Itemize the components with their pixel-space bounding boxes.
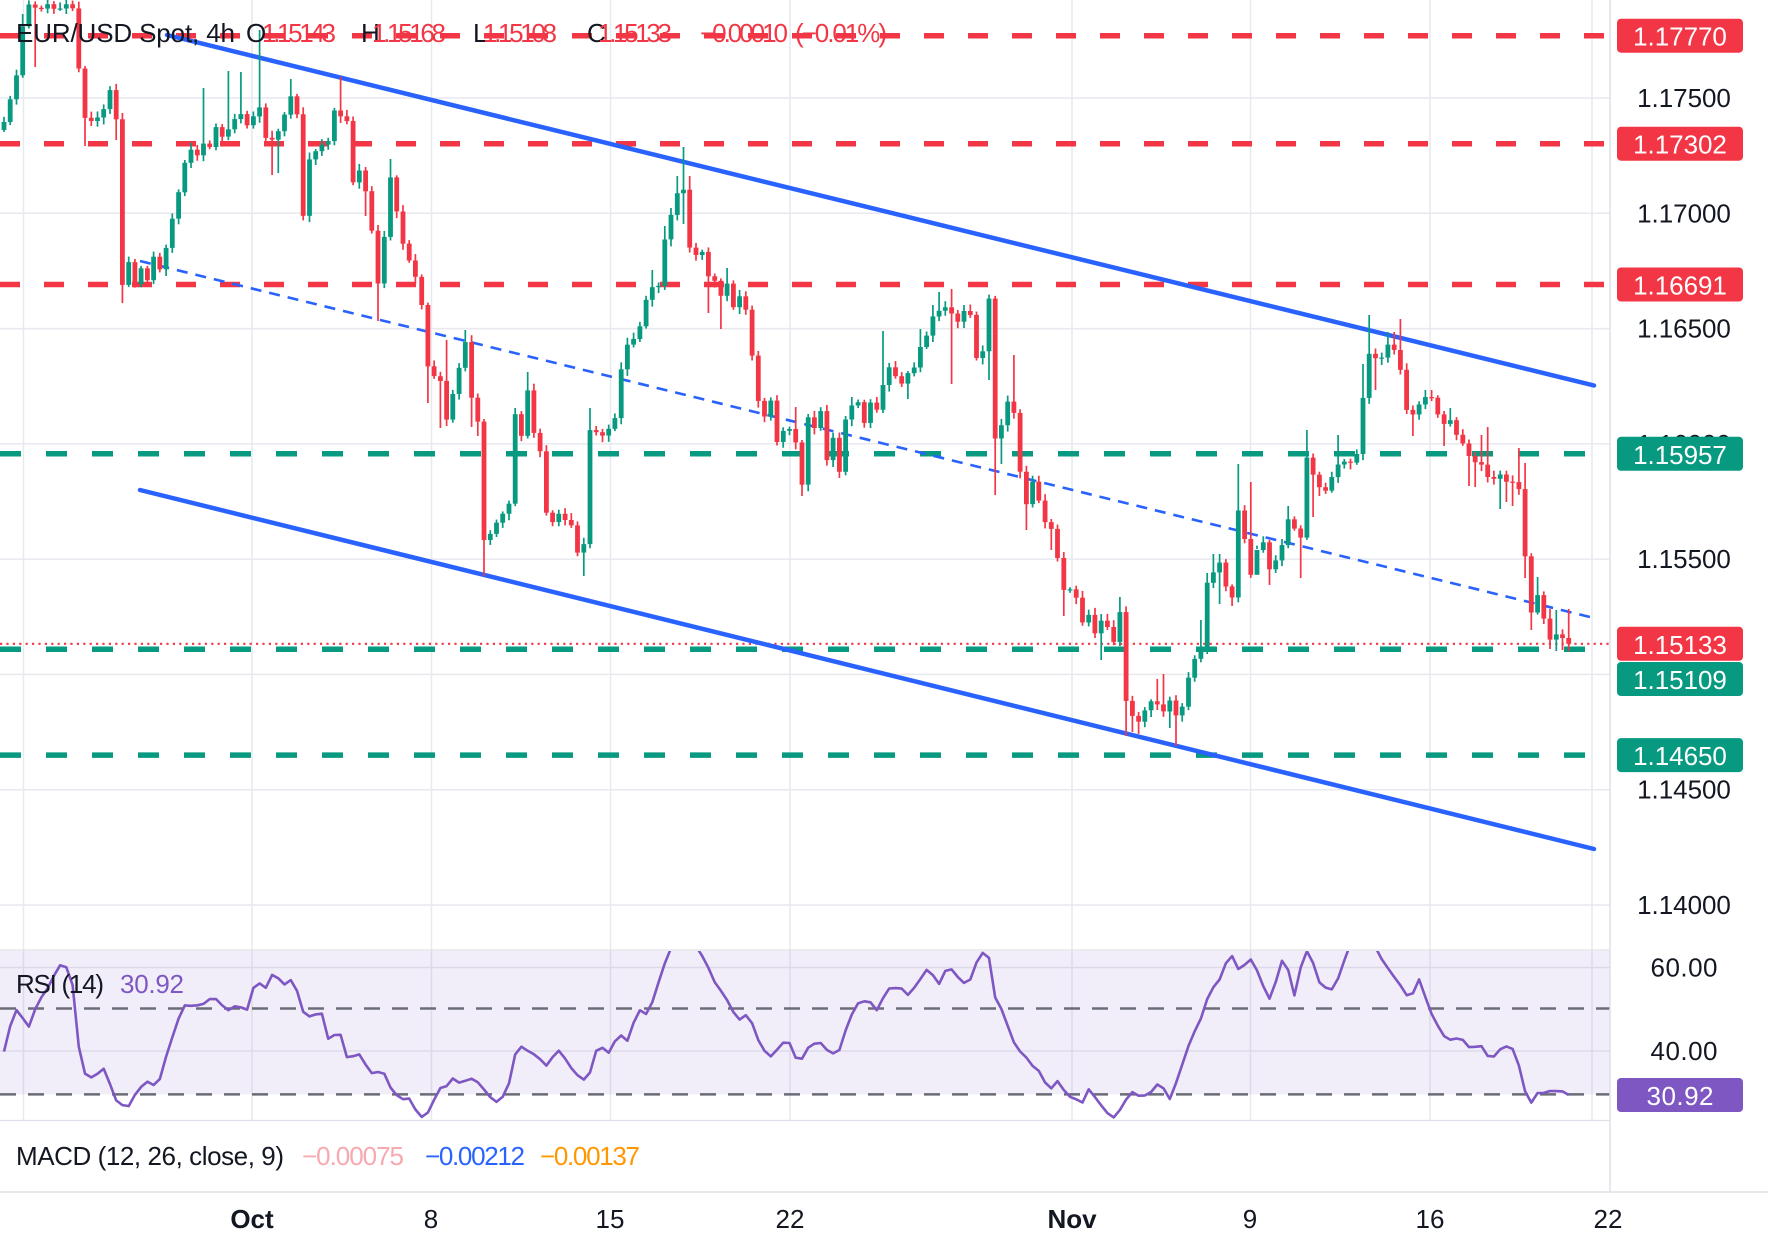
svg-text:16: 16 [1416,1204,1445,1234]
svg-text:−0.00137: −0.00137 [540,1141,640,1171]
svg-text:1.15108: 1.15108 [483,18,557,48]
svg-text:Oct: Oct [230,1204,274,1234]
svg-text:8: 8 [424,1204,438,1234]
svg-text:C: C [587,18,606,48]
svg-text:22: 22 [1594,1204,1623,1234]
svg-text:H: H [361,18,380,48]
svg-text:−0.00075: −0.00075 [302,1141,404,1171]
svg-text:60.00: 60.00 [1651,953,1718,983]
svg-text:15: 15 [596,1204,625,1234]
svg-text:1.15109: 1.15109 [1633,665,1727,695]
svg-text:1.15133: 1.15133 [1633,630,1727,660]
svg-text:−0.00010: −0.00010 [700,18,788,48]
svg-text:RSI (14): RSI (14) [16,969,104,999]
svg-text:1.14000: 1.14000 [1637,890,1731,920]
svg-text:1.16691: 1.16691 [1633,271,1727,301]
svg-text:40.00: 40.00 [1651,1036,1718,1066]
svg-text:−0.00212: −0.00212 [425,1141,525,1171]
svg-text:1.17000: 1.17000 [1637,198,1731,228]
svg-text:1.15500: 1.15500 [1637,544,1731,574]
svg-text:EUR/USD Spot, 4h: EUR/USD Spot, 4h [16,18,235,48]
svg-text:1.15143: 1.15143 [262,18,336,48]
svg-text:Nov: Nov [1047,1204,1097,1234]
svg-text:MACD (12, 26, close, 9): MACD (12, 26, close, 9) [16,1141,284,1171]
svg-text:1.15133: 1.15133 [598,18,672,48]
svg-text:1.16500: 1.16500 [1637,314,1731,344]
svg-text:1.17770: 1.17770 [1633,22,1727,52]
svg-text:O: O [246,18,266,48]
svg-text:L: L [473,18,487,48]
svg-text:1.15957: 1.15957 [1633,440,1727,470]
svg-text:30.92: 30.92 [1647,1081,1714,1111]
svg-text:1.14650: 1.14650 [1633,741,1727,771]
svg-text:22: 22 [776,1204,805,1234]
svg-text:1.15168: 1.15168 [372,18,446,48]
svg-text:1.17302: 1.17302 [1633,130,1727,160]
svg-text:(−0.01%): (−0.01%) [795,18,887,48]
svg-text:1.14500: 1.14500 [1637,775,1731,805]
svg-text:30.92: 30.92 [120,969,184,999]
svg-text:9: 9 [1243,1204,1257,1234]
svg-text:1.17500: 1.17500 [1637,83,1731,113]
